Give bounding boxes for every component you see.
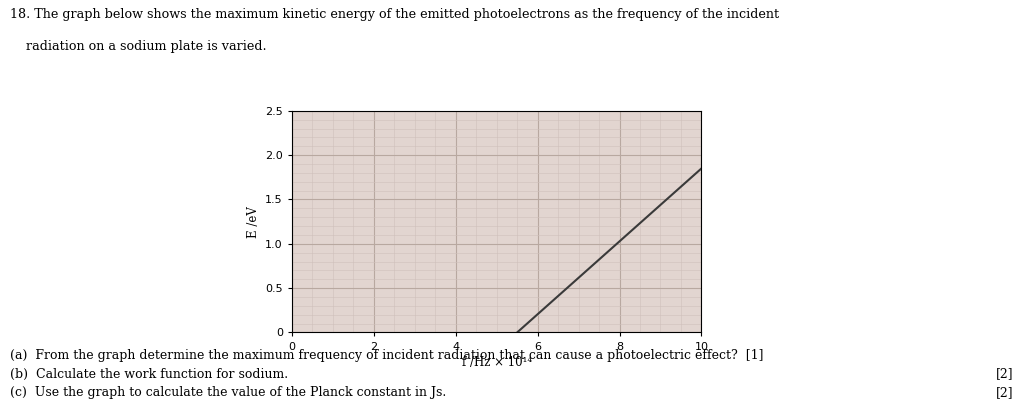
Text: [2]: [2] (996, 386, 1014, 399)
Text: 18. The graph below shows the maximum kinetic energy of the emitted photoelectro: 18. The graph below shows the maximum ki… (10, 8, 779, 21)
Text: (b)  Calculate the work function for sodium.: (b) Calculate the work function for sodi… (10, 368, 289, 380)
Text: radiation on a sodium plate is varied.: radiation on a sodium plate is varied. (10, 40, 267, 53)
Text: [2]: [2] (996, 368, 1014, 380)
X-axis label: f /Hz × 10¹⁴: f /Hz × 10¹⁴ (462, 356, 531, 369)
Text: (a)  From the graph determine the maximum frequency of incident radiation that c: (a) From the graph determine the maximum… (10, 349, 764, 361)
Y-axis label: E /eV: E /eV (247, 206, 259, 238)
Text: (c)  Use the graph to calculate the value of the Planck constant in Js.: (c) Use the graph to calculate the value… (10, 386, 446, 399)
